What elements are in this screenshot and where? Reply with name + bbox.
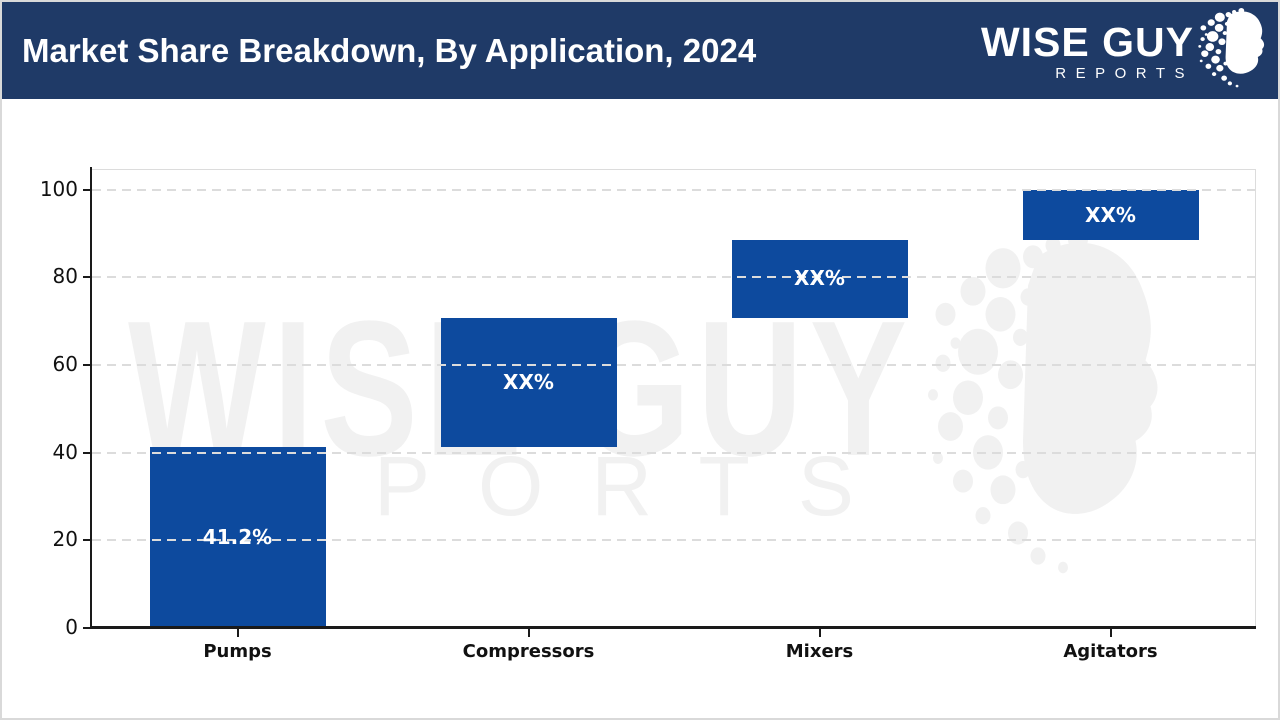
grid-line bbox=[92, 188, 1256, 191]
y-tick-label: 20 bbox=[52, 527, 78, 552]
grid-line bbox=[92, 539, 1256, 542]
x-tick-mark bbox=[527, 629, 530, 637]
wiseguy-logo: WISE GUY REPORTS bbox=[981, 8, 1270, 94]
bar-value-label: XX% bbox=[1085, 202, 1136, 227]
bar-value-label: XX% bbox=[503, 369, 554, 394]
x-tick-mark bbox=[236, 629, 239, 637]
y-tick-mark bbox=[83, 627, 91, 629]
y-tick-mark bbox=[83, 276, 91, 279]
bar-mixers bbox=[731, 240, 908, 318]
header-band: Market Share Breakdown, By Application, … bbox=[2, 2, 1278, 99]
grid-line bbox=[92, 451, 1256, 454]
y-tick-mark bbox=[83, 364, 91, 367]
bar-value-label: XX% bbox=[794, 266, 845, 291]
y-axis-line bbox=[90, 167, 92, 628]
x-tick-label: Compressors bbox=[462, 641, 595, 662]
grid-line bbox=[92, 276, 1256, 279]
y-tick-label: 40 bbox=[52, 439, 78, 464]
y-tick-mark bbox=[83, 451, 91, 454]
bar-value-label: 41.2% bbox=[202, 525, 273, 550]
wiseguy-face-icon bbox=[1184, 8, 1270, 94]
y-tick-label: 100 bbox=[39, 176, 78, 201]
plot-top-spine bbox=[92, 169, 1256, 170]
bar-compressors bbox=[440, 317, 617, 448]
x-tick-mark bbox=[1109, 629, 1112, 637]
plot-right-spine bbox=[1255, 169, 1256, 628]
x-tick-label: Agitators bbox=[1063, 641, 1158, 662]
wiseguy-logo-text: WISE GUY REPORTS bbox=[981, 20, 1194, 82]
x-tick-label: Pumps bbox=[203, 641, 272, 662]
y-tick-mark bbox=[83, 539, 91, 542]
page-title: Market Share Breakdown, By Application, … bbox=[22, 32, 757, 69]
y-tick-label: 0 bbox=[65, 615, 78, 639]
logo-subtitle: REPORTS bbox=[1055, 65, 1194, 82]
x-tick-label: Mixers bbox=[785, 641, 854, 662]
y-tick-label: 80 bbox=[52, 264, 78, 289]
y-tick-label: 60 bbox=[52, 352, 78, 377]
watermark-face-icon bbox=[878, 228, 1178, 602]
watermark-subtitle: PORTS bbox=[374, 439, 902, 533]
grid-line bbox=[92, 364, 1256, 367]
logo-wordmark: WISE GUY bbox=[980, 19, 1194, 65]
x-tick-mark bbox=[818, 629, 821, 637]
x-axis-line bbox=[90, 626, 1256, 629]
y-tick-mark bbox=[83, 188, 91, 191]
bar-agitators bbox=[1022, 189, 1199, 241]
bar-pumps bbox=[149, 447, 326, 628]
